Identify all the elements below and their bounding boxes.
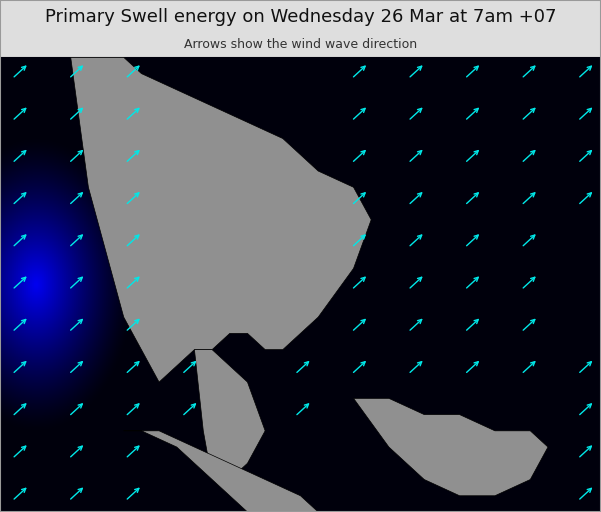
Text: Primary Swell energy on Wednesday 26 Mar at 7am +07: Primary Swell energy on Wednesday 26 Mar… [44, 8, 557, 26]
Text: Arrows show the wind wave direction: Arrows show the wind wave direction [184, 38, 417, 51]
